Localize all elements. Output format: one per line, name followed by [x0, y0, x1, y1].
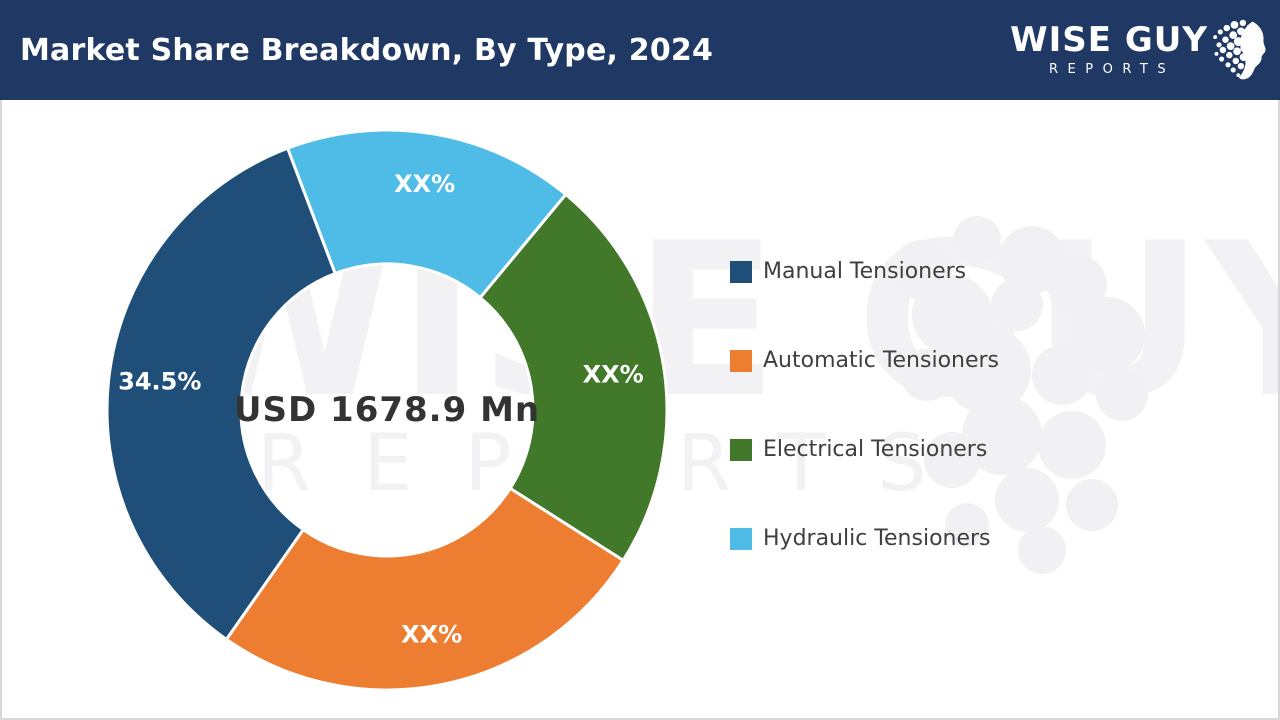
legend-item-label: Electrical Tensioners [763, 437, 988, 462]
logo-text: WISE GUY REPORTS [1010, 23, 1208, 77]
legend-swatch [730, 438, 752, 461]
chart-legend: Manual Tensioners Automatic Tensioners E… [730, 259, 999, 551]
donut-slice-manual-tensioners[interactable] [105, 146, 337, 641]
legend-swatch [730, 260, 752, 283]
legend-item-electrical-tensioners[interactable]: Electrical Tensioners [730, 437, 999, 462]
logo-face-icon [1213, 19, 1266, 80]
legend-item-automatic-tensioners[interactable]: Automatic Tensioners [730, 348, 999, 373]
legend-swatch [730, 349, 752, 372]
donut-slice-electrical-tensioners[interactable] [478, 193, 669, 562]
legend-swatch [730, 527, 752, 550]
legend-item-label: Manual Tensioners [763, 259, 967, 284]
chart-canvas: WISE GUY REPORTS XX%XX%XX%34.5% USD 1678… [0, 100, 1280, 720]
slice-data-label: XX% [401, 621, 462, 649]
slice-data-label: 34.5% [118, 368, 201, 396]
logo-wordmark: WISE GUY [1010, 20, 1208, 60]
slice-data-label: XX% [394, 170, 455, 198]
logo-subtitle: REPORTS [1049, 62, 1176, 77]
legend-item-label: Automatic Tensioners [763, 348, 1000, 373]
donut-chart: XX% XX% XX% 34.5% [105, 128, 669, 692]
wise-guy-logo: WISE GUY REPORTS [1010, 8, 1268, 92]
legend-item-hydraulic-tensioners[interactable]: Hydraulic Tensioners [730, 526, 999, 551]
legend-item-manual-tensioners[interactable]: Manual Tensioners [730, 259, 999, 284]
slice-data-label: XX% [583, 361, 644, 389]
donut-slice-hydraulic-tensioners[interactable] [286, 128, 568, 300]
header: Market Share Breakdown, By Type, 2024 WI… [0, 0, 1280, 100]
watermark-dots-pattern [892, 216, 1148, 574]
donut-slice-automatic-tensioners[interactable] [224, 486, 625, 692]
page-title: Market Share Breakdown, By Type, 2024 [20, 32, 714, 68]
donut-center-value: USD 1678.9 Mn [233, 390, 541, 430]
legend-item-label: Hydraulic Tensioners [763, 526, 991, 551]
